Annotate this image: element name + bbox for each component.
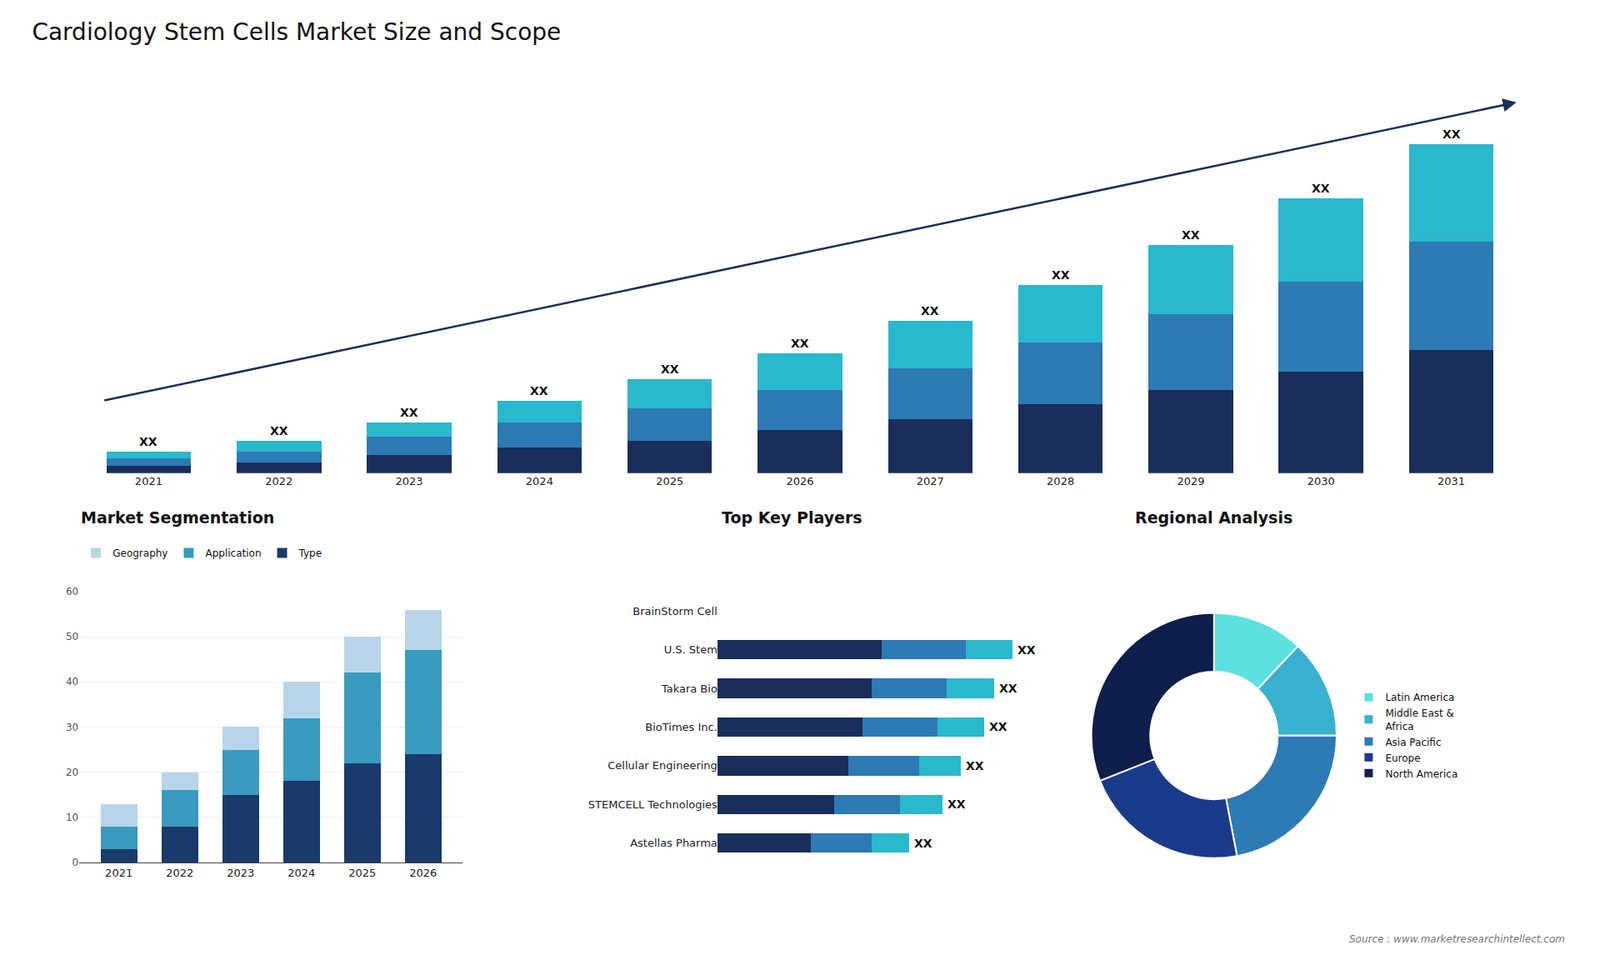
svg-text:Astellas Pharma: Astellas Pharma xyxy=(630,836,718,850)
svg-text:2023: 2023 xyxy=(226,866,255,880)
svg-text:XX: XX xyxy=(920,304,940,318)
svg-text:2024: 2024 xyxy=(525,475,554,488)
svg-text:XX: XX xyxy=(660,362,680,376)
svg-text:0: 0 xyxy=(72,856,80,869)
svg-text:XX: XX xyxy=(999,681,1018,695)
svg-text:2026: 2026 xyxy=(785,475,814,488)
svg-text:Regional Analysis: Regional Analysis xyxy=(1135,508,1293,527)
svg-text:XX: XX xyxy=(989,720,1008,734)
svg-text:XX: XX xyxy=(965,759,985,773)
svg-text:Europe: Europe xyxy=(1385,752,1420,765)
svg-text:2031: 2031 xyxy=(1437,475,1465,488)
svg-text:Middle East &Africa: Middle East &Africa xyxy=(1385,707,1455,733)
svg-text:2025: 2025 xyxy=(655,475,684,488)
svg-text:2021: 2021 xyxy=(105,866,133,880)
svg-text:Application: Application xyxy=(205,547,261,560)
svg-text:Type: Type xyxy=(298,547,323,560)
svg-text:Cardiology Stem Cells Market S: Cardiology Stem Cells Market Size and Sc… xyxy=(31,18,561,46)
svg-text:XX: XX xyxy=(947,797,966,811)
svg-text:U.S. Stem: U.S. Stem xyxy=(664,643,718,656)
svg-text:BioTimes Inc.: BioTimes Inc. xyxy=(645,720,718,734)
svg-text:2023: 2023 xyxy=(395,475,423,488)
svg-text:2022: 2022 xyxy=(265,475,293,488)
svg-text:Cellular Engineering: Cellular Engineering xyxy=(607,759,718,772)
svg-text:2028: 2028 xyxy=(1046,475,1075,488)
svg-text:2021: 2021 xyxy=(135,475,163,488)
svg-text:Takara Bio: Takara Bio xyxy=(660,682,718,695)
svg-text:30: 30 xyxy=(65,721,79,734)
svg-text:2030: 2030 xyxy=(1307,475,1335,488)
svg-text:20: 20 xyxy=(65,766,79,779)
svg-text:XX: XX xyxy=(530,384,549,398)
svg-text:XX: XX xyxy=(1311,181,1330,195)
svg-text:2026: 2026 xyxy=(409,866,437,880)
svg-text:Source : www.marketresearchint: Source : www.marketresearchintellect.com xyxy=(1349,933,1565,945)
svg-text:XX: XX xyxy=(1017,643,1036,657)
svg-text:Top Key Players: Top Key Players xyxy=(721,508,863,527)
svg-text:50: 50 xyxy=(65,630,79,643)
svg-text:2027: 2027 xyxy=(916,475,945,488)
svg-text:Latin America: Latin America xyxy=(1385,691,1455,704)
svg-text:BrainStorm Cell: BrainStorm Cell xyxy=(632,605,718,618)
svg-text:Asia Pacific: Asia Pacific xyxy=(1385,736,1441,749)
svg-text:XX: XX xyxy=(790,336,810,350)
svg-text:North America: North America xyxy=(1385,768,1458,780)
svg-text:2022: 2022 xyxy=(165,866,194,880)
svg-text:STEMCELL Technologies: STEMCELL Technologies xyxy=(588,798,718,811)
svg-text:XX: XX xyxy=(1051,268,1070,282)
svg-text:60: 60 xyxy=(65,585,79,598)
svg-text:XX: XX xyxy=(1181,228,1200,242)
svg-text:40: 40 xyxy=(65,675,79,688)
svg-text:Market Segmentation: Market Segmentation xyxy=(80,508,275,527)
svg-text:XX: XX xyxy=(139,435,158,449)
svg-text:XX: XX xyxy=(914,836,933,850)
svg-text:XX: XX xyxy=(270,424,289,438)
svg-text:Geography: Geography xyxy=(112,547,168,560)
svg-text:2024: 2024 xyxy=(287,866,315,880)
svg-text:XX: XX xyxy=(1442,127,1461,141)
svg-text:10: 10 xyxy=(65,811,79,824)
svg-text:2025: 2025 xyxy=(348,866,376,880)
svg-text:XX: XX xyxy=(400,405,419,420)
svg-text:2029: 2029 xyxy=(1176,475,1205,488)
